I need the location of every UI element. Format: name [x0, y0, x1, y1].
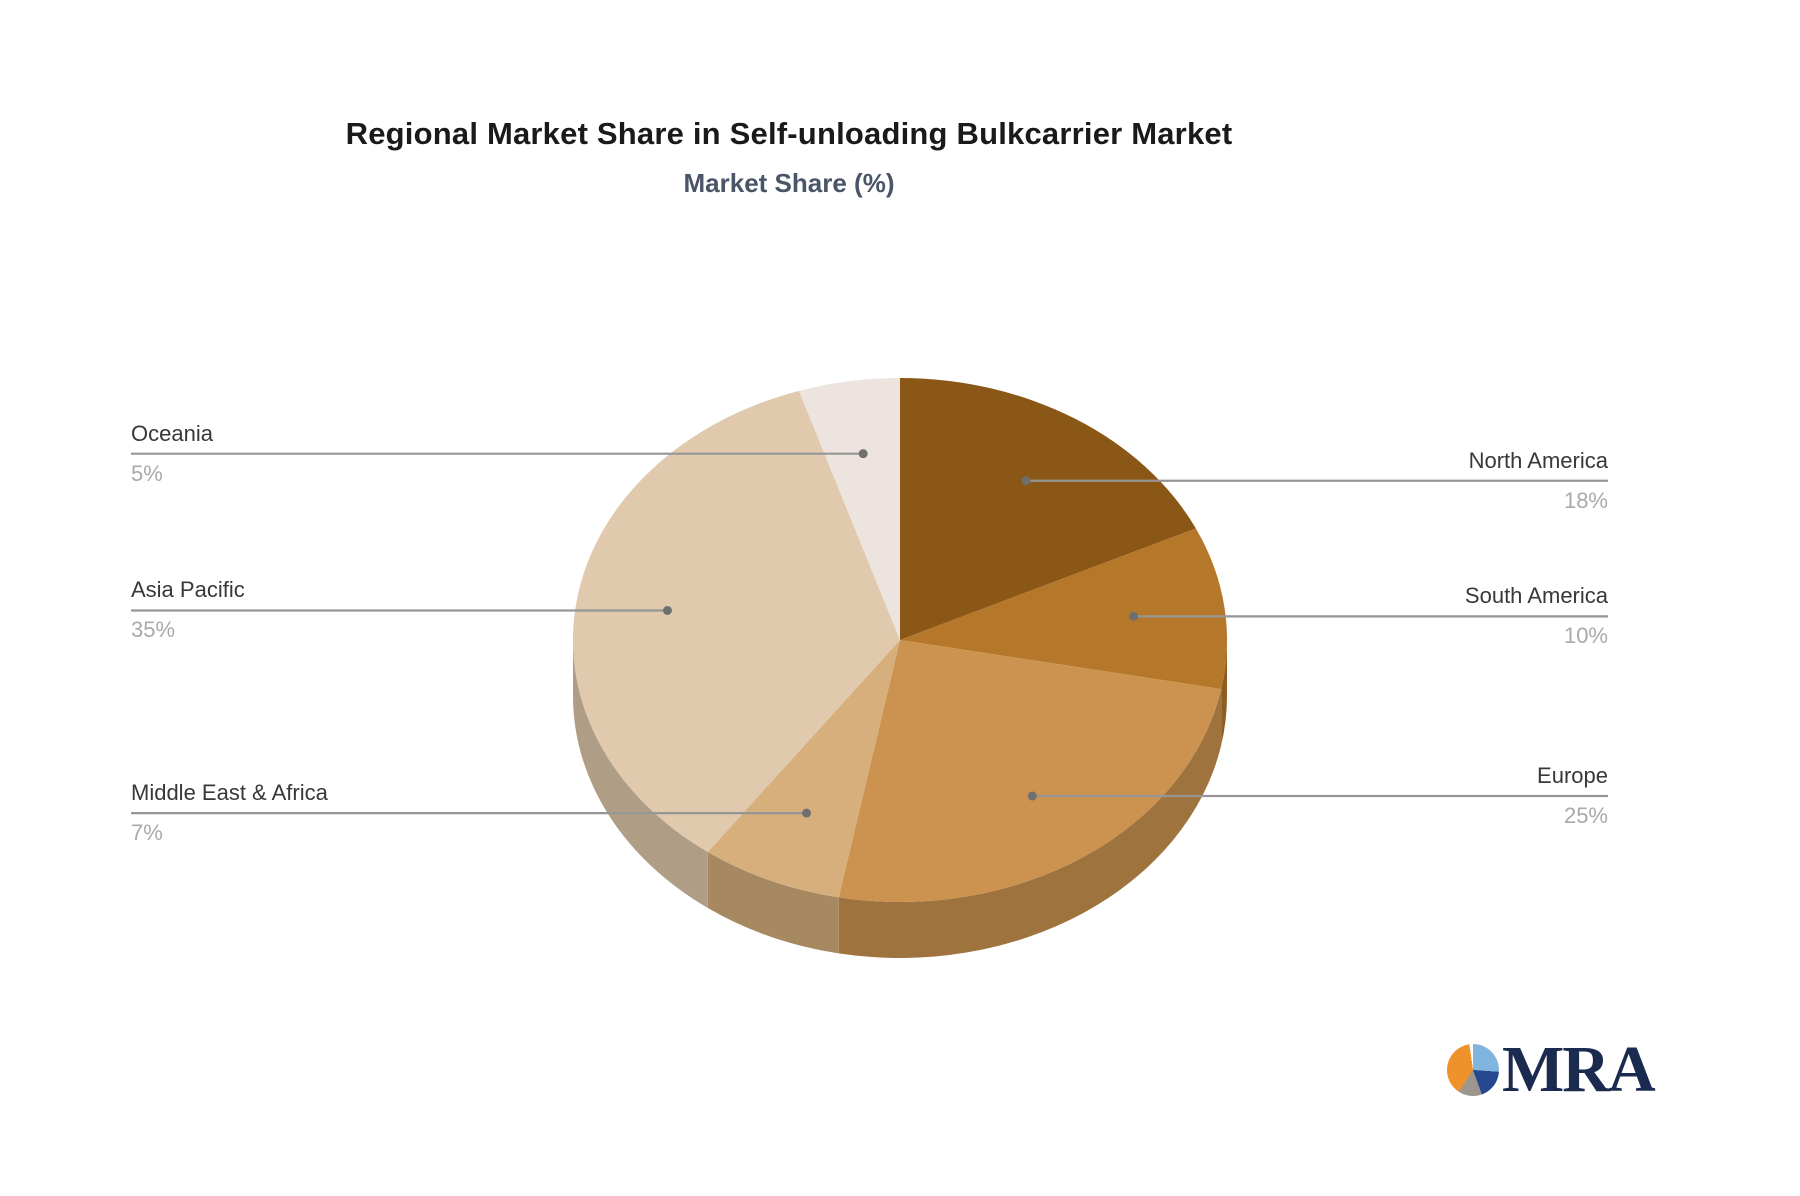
chart-subtitle: Market Share (%) [683, 168, 895, 198]
slice-name: Oceania [131, 420, 213, 446]
slice-label-oceania: Oceania 5% [131, 421, 213, 487]
slice-name: Middle East & Africa [131, 780, 328, 806]
slice-label-north-america: North America 18% [1469, 448, 1608, 514]
slice-name: South America [1464, 583, 1608, 609]
slice-pct: 35% [131, 617, 176, 643]
slice-label-middle-east-africa: Middle East & Africa 7% [131, 780, 328, 846]
slice-pct: 18% [1563, 487, 1608, 513]
slice-label-asia-pacific: Asia Pacific 35% [131, 577, 245, 643]
slice-name: Europe [1537, 763, 1608, 789]
slice-pct: 5% [131, 460, 163, 486]
slice-pct: 7% [131, 820, 163, 846]
mra-logo-text: MRA [1502, 1033, 1656, 1106]
slice-name: Asia Pacific [131, 577, 245, 603]
slice-label-south-america: South America 10% [1465, 583, 1608, 649]
slice-pct: 25% [1563, 803, 1608, 829]
chart-title: Regional Market Share in Self-unloading … [345, 116, 1233, 151]
slice-pct: 10% [1563, 623, 1608, 649]
mra-logo: MRA [1447, 1033, 1656, 1106]
mra-pie-icon [1447, 1044, 1499, 1096]
slice-name: North America [1468, 447, 1608, 473]
slice-label-europe: Europe 25% [1537, 763, 1608, 829]
